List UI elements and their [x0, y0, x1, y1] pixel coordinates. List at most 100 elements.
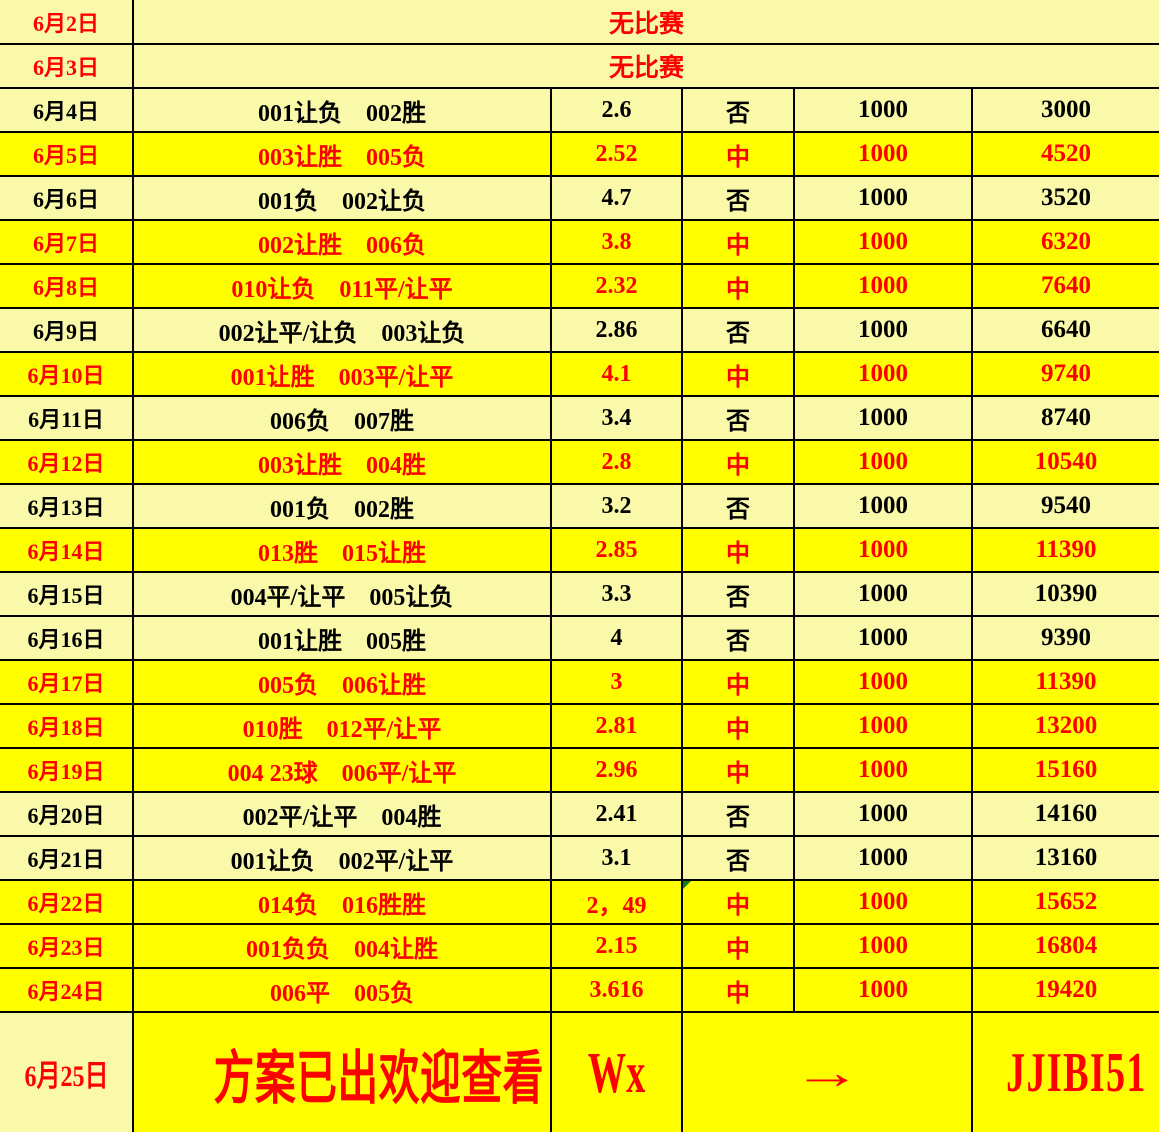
- balance-cell: 16804: [971, 923, 1159, 969]
- picks-cell: 001负 002让负: [132, 175, 552, 221]
- odds-cell: 3.8: [550, 219, 683, 265]
- table-row: 6月6日 001负 002让负 4.7 否 1000 3520: [0, 175, 1159, 221]
- table-row: 6月18日 010胜 012平/让平 2.81 中 1000 13200: [0, 703, 1159, 749]
- date-cell: 6月8日: [0, 263, 134, 309]
- odds-cell: 3: [550, 659, 683, 705]
- date-cell: 6月16日: [0, 615, 134, 661]
- table-row: 6月8日 010让负 011平/让平 2.32 中 1000 7640: [0, 263, 1159, 309]
- picks-cell: 001负 002胜: [132, 483, 552, 529]
- stake-cell: 1000: [793, 879, 973, 925]
- date-cell: 6月15日: [0, 571, 134, 617]
- result-cell: 否: [681, 307, 795, 353]
- picks-cell: 003让胜 005负: [132, 131, 552, 177]
- table-row: 6月22日 014负 016胜胜 2，49 中 1000 15652: [0, 879, 1159, 925]
- picks-cell: 001让胜 005胜: [132, 615, 552, 661]
- date-cell: 6月7日: [0, 219, 134, 265]
- balance-cell: 9540: [971, 483, 1159, 529]
- table-row: 6月10日 001让胜 003平/让平 4.1 中 1000 9740: [0, 351, 1159, 397]
- table-row: 6月16日 001让胜 005胜 4 否 1000 9390: [0, 615, 1159, 661]
- promo-message-cell: 方案已出欢迎查看→: [132, 1011, 552, 1132]
- wx-label: Wx: [587, 1040, 646, 1105]
- picks-cell: 001负负 004让胜: [132, 923, 552, 969]
- table-row: 6月24日 006平 005负 3.616 中 1000 19420: [0, 967, 1159, 1013]
- date-cell: 6月25日: [0, 1011, 134, 1132]
- date-cell: 6月21日: [0, 835, 134, 881]
- date-cell: 6月6日: [0, 175, 134, 221]
- odds-cell: 2.6: [550, 87, 683, 133]
- balance-cell: 10390: [971, 571, 1159, 617]
- stake-cell: 1000: [793, 307, 973, 353]
- result-cell: 否: [681, 571, 795, 617]
- picks-cell: 001让胜 003平/让平: [132, 351, 552, 397]
- table-footer: 6月25日 方案已出欢迎查看→ Wx → JJIBI51: [0, 1011, 1159, 1132]
- odds-cell: 3.4: [550, 395, 683, 441]
- result-cell: 否: [681, 175, 795, 221]
- right-arrow-icon: →: [792, 1047, 862, 1098]
- balance-cell: 11390: [971, 659, 1159, 705]
- stake-cell: 1000: [793, 967, 973, 1013]
- date-cell: 6月14日: [0, 527, 134, 573]
- comment-flag-icon: [684, 882, 691, 889]
- stake-cell: 1000: [793, 351, 973, 397]
- date-cell: 6月12日: [0, 439, 134, 485]
- stake-cell: 1000: [793, 175, 973, 221]
- stake-cell: 1000: [793, 395, 973, 441]
- balance-cell: 3520: [971, 175, 1159, 221]
- date-cell: 6月10日: [0, 351, 134, 397]
- odds-cell: 2.8: [550, 439, 683, 485]
- stake-cell: 1000: [793, 703, 973, 749]
- date-cell: 6月9日: [0, 307, 134, 353]
- balance-cell: 7640: [971, 263, 1159, 309]
- picks-cell: 004 23球 006平/让平: [132, 747, 552, 793]
- picks-cell: 010让负 011平/让平: [132, 263, 552, 309]
- footer-row: 6月25日 方案已出欢迎查看→ Wx → JJIBI51: [0, 1011, 1159, 1132]
- result-cell: 中: [681, 131, 795, 177]
- picks-cell: 010胜 012平/让平: [132, 703, 552, 749]
- odds-cell: 2.86: [550, 307, 683, 353]
- result-cell: 否: [681, 483, 795, 529]
- stake-cell: 1000: [793, 659, 973, 705]
- table-row: 6月14日 013胜 015让胜 2.85 中 1000 11390: [0, 527, 1159, 573]
- picks-cell: 005负 006让胜: [132, 659, 552, 705]
- picks-cell: 002让胜 006负: [132, 219, 552, 265]
- date-cell: 6月20日: [0, 791, 134, 837]
- table-row: 6月7日 002让胜 006负 3.8 中 1000 6320: [0, 219, 1159, 265]
- odds-cell: 3.616: [550, 967, 683, 1013]
- odds-cell: 2，49: [550, 879, 683, 925]
- result-cell: 中: [681, 923, 795, 969]
- table-row: 6月12日 003让胜 004胜 2.8 中 1000 10540: [0, 439, 1159, 485]
- balance-cell: 6320: [971, 219, 1159, 265]
- picks-cell: 002让平/让负 003让负: [132, 307, 552, 353]
- contact-code-cell: JJIBI51: [971, 1011, 1159, 1132]
- picks-cell: 014负 016胜胜: [132, 879, 552, 925]
- odds-cell: 3.2: [550, 483, 683, 529]
- date-cell: 6月2日: [0, 0, 134, 45]
- contact-code-label: JJIBI51: [1006, 1041, 1147, 1104]
- stake-cell: 1000: [793, 483, 973, 529]
- odds-cell: 2.85: [550, 527, 683, 573]
- stake-cell: 1000: [793, 87, 973, 133]
- result-cell: 中: [681, 219, 795, 265]
- date-cell: 6月11日: [0, 395, 134, 441]
- picks-cell: 013胜 015让胜: [132, 527, 552, 573]
- result-cell: 中: [681, 747, 795, 793]
- table-row: 6月23日 001负负 004让胜 2.15 中 1000 16804: [0, 923, 1159, 969]
- balance-cell: 11390: [971, 527, 1159, 573]
- result-cell: 中: [681, 439, 795, 485]
- result-cell: 否: [681, 615, 795, 661]
- odds-cell: 2.52: [550, 131, 683, 177]
- picks-cell: 004平/让平 005让负: [132, 571, 552, 617]
- balance-cell: 9740: [971, 351, 1159, 397]
- table-row: 6月9日 002让平/让负 003让负 2.86 否 1000 6640: [0, 307, 1159, 353]
- stake-cell: 1000: [793, 131, 973, 177]
- picks-cell: 002平/让平 004胜: [132, 791, 552, 837]
- result-cell: 中: [681, 527, 795, 573]
- table-row: 6月5日 003让胜 005负 2.52 中 1000 4520: [0, 131, 1159, 177]
- result-cell: 中: [681, 703, 795, 749]
- stake-cell: 1000: [793, 747, 973, 793]
- balance-cell: 19420: [971, 967, 1159, 1013]
- no-match-cell: 无比赛: [132, 0, 1159, 45]
- footer-date-label: 6月25日: [24, 1059, 108, 1093]
- no-match-cell: 无比赛: [132, 43, 1159, 89]
